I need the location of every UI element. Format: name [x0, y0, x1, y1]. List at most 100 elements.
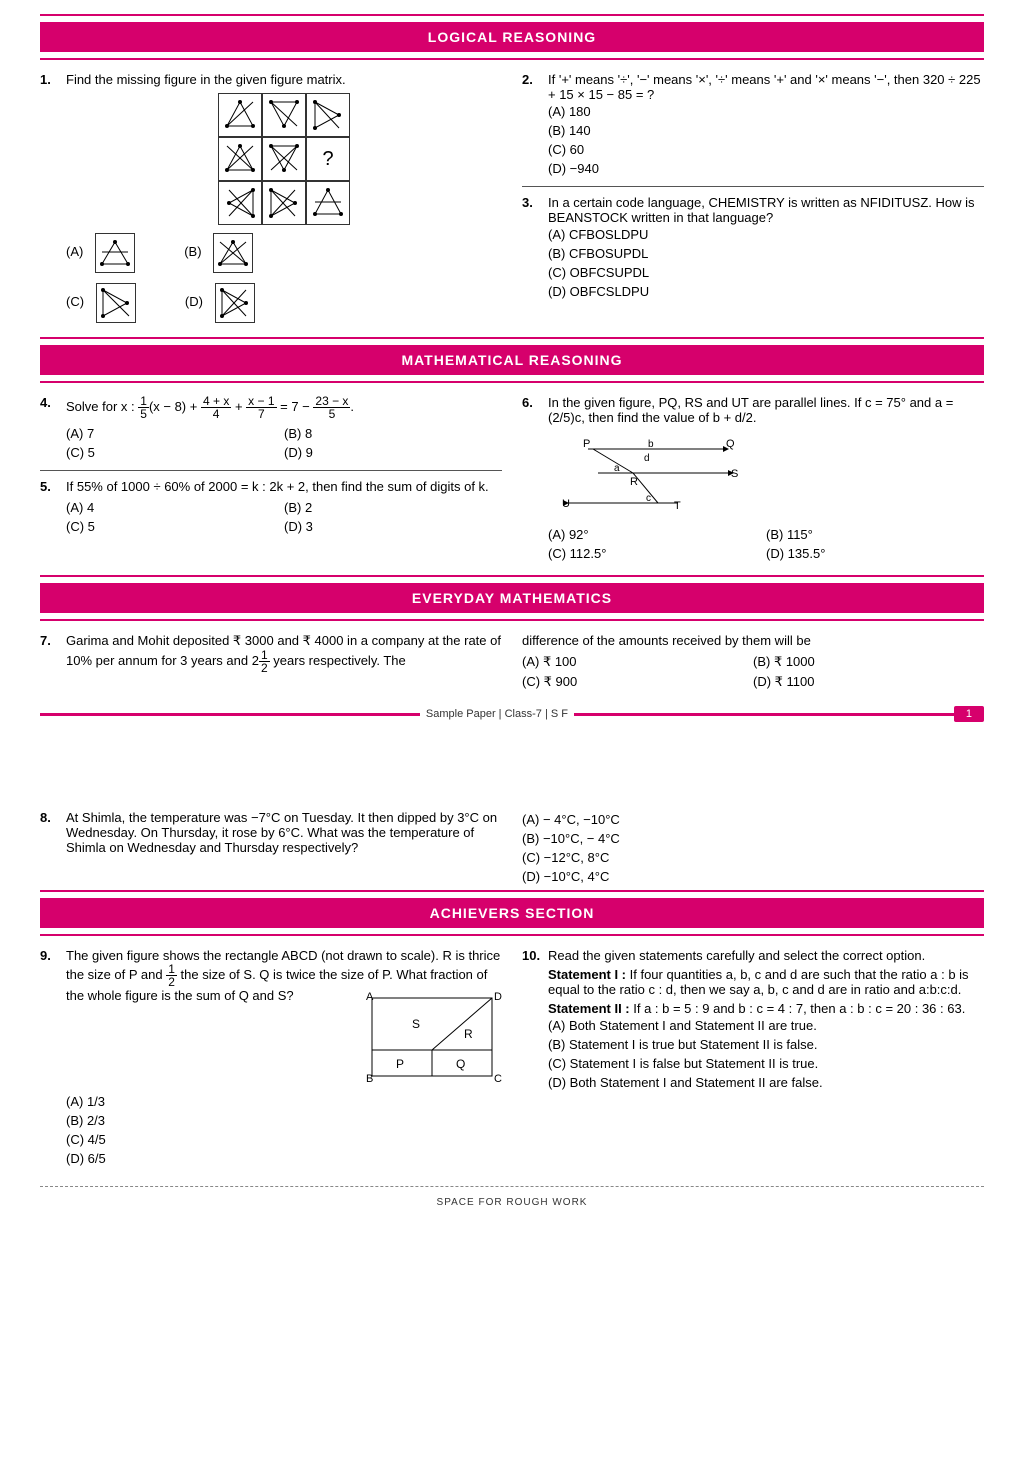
q4-num: 4.: [40, 395, 66, 462]
q4-a: (A) 7: [66, 424, 284, 443]
q1-matrix: ?: [218, 93, 350, 225]
q7-b: (B) ₹ 1000: [753, 652, 984, 672]
q5-text: If 55% of 1000 ÷ 60% of 2000 = k : 2k + …: [66, 479, 502, 494]
q2-num: 2.: [522, 72, 548, 178]
question-9: 9. The given figure shows the rectangle …: [40, 948, 502, 1168]
q2-d: (D) −940: [548, 159, 984, 178]
q10-s2-label: Statement II :: [548, 1001, 630, 1016]
svg-text:S: S: [412, 1017, 420, 1031]
question-6: 6. In the given figure, PQ, RS and UT ar…: [522, 395, 984, 563]
svg-text:R: R: [464, 1027, 473, 1041]
svg-text:U: U: [562, 498, 570, 510]
svg-text:c: c: [646, 493, 651, 504]
q2-b: (B) 140: [548, 121, 984, 140]
svg-text:A: A: [366, 991, 374, 1003]
q10-d: (D) Both Statement I and Statement II ar…: [548, 1073, 984, 1092]
svg-text:P: P: [583, 438, 590, 450]
q9-d: (D) 6/5: [66, 1149, 502, 1168]
svg-text:Q: Q: [726, 438, 735, 450]
question-4: 4. Solve for x : 15(x − 8) + 4 + x4 + x …: [40, 395, 502, 462]
q3-b: (B) CFBOSUPDL: [548, 244, 984, 263]
q10-s2: If a : b = 5 : 9 and b : c = 4 : 7, then…: [630, 1001, 966, 1016]
q4-text: Solve for x : 15(x − 8) + 4 + x4 + x − 1…: [66, 395, 502, 420]
q5-num: 5.: [40, 479, 66, 536]
question-3: 3. In a certain code language, CHEMISTRY…: [522, 195, 984, 301]
svg-text:a: a: [614, 463, 620, 474]
q4-c: (C) 5: [66, 443, 284, 462]
footer-text: Sample Paper | Class-7 | S F: [420, 708, 574, 720]
q9-c: (C) 4/5: [66, 1130, 502, 1149]
svg-text:Q: Q: [456, 1057, 465, 1071]
section-logical: LOGICAL REASONING: [40, 22, 984, 52]
svg-text:b: b: [648, 439, 654, 450]
q7-num: 7.: [40, 633, 66, 674]
q10-c: (C) Statement I is false but Statement I…: [548, 1054, 984, 1073]
svg-text:S: S: [731, 468, 738, 480]
q7-c: (C) ₹ 900: [522, 672, 753, 692]
q4-b: (B) 8: [284, 424, 502, 443]
q3-num: 3.: [522, 195, 548, 301]
q1-num: 1.: [40, 72, 66, 325]
q7-text2: years respectively. The: [273, 653, 405, 668]
q8-a: (A) − 4°C, −10°C: [522, 810, 984, 829]
svg-text:B: B: [366, 1073, 373, 1085]
q1-optD-fig: [215, 283, 255, 323]
question-2: 2. If '+' means '÷', '−' means '×', '÷' …: [522, 72, 984, 178]
q6-figure: P Q R S U T a d b c: [548, 431, 984, 521]
q6-b: (B) 115°: [766, 525, 984, 544]
q1-optB: (B): [184, 244, 201, 259]
q6-num: 6.: [522, 395, 548, 563]
q1-optC: (C): [66, 294, 84, 309]
section-math: MATHEMATICAL REASONING: [40, 345, 984, 375]
q1-optB-fig: [213, 233, 253, 273]
q8-num: 8.: [40, 810, 66, 855]
q3-c: (C) OBFCSUPDL: [548, 263, 984, 282]
q3-text: In a certain code language, CHEMISTRY is…: [548, 195, 984, 225]
svg-text:P: P: [396, 1057, 404, 1071]
q9-num: 9.: [40, 948, 66, 1168]
svg-text:T: T: [674, 500, 681, 512]
q4-d: (D) 9: [284, 443, 502, 462]
q3-a: (A) CFBOSLDPU: [548, 225, 984, 244]
section-everyday: EVERYDAY MATHEMATICS: [40, 583, 984, 613]
q9-figure: A D B C S R P Q: [352, 988, 502, 1088]
svg-text:D: D: [494, 991, 502, 1003]
page-footer: Sample Paper | Class-7 | S F 1: [40, 706, 984, 722]
q8-text: At Shimla, the temperature was −7°C on T…: [66, 810, 502, 855]
q8-c: (C) −12°C, 8°C: [522, 848, 984, 867]
question-7: 7. Garima and Mohit deposited ₹ 3000 and…: [40, 633, 502, 674]
section-achievers: ACHIEVERS SECTION: [40, 898, 984, 928]
q7-a: (A) ₹ 100: [522, 652, 753, 672]
q6-a: (A) 92°: [548, 525, 766, 544]
q5-d: (D) 3: [284, 517, 502, 536]
q8-d: (D) −10°C, 4°C: [522, 867, 984, 886]
q3-d: (D) OBFCSLDPU: [548, 282, 984, 301]
q10-a: (A) Both Statement I and Statement II ar…: [548, 1016, 984, 1035]
q9-b: (B) 2/3: [66, 1111, 502, 1130]
q1-optA-fig: [95, 233, 135, 273]
q1-missing-cell: ?: [306, 137, 350, 181]
q1-optD: (D): [185, 294, 203, 309]
q6-c: (C) 112.5°: [548, 544, 766, 563]
question-10: 10. Read the given statements carefully …: [522, 948, 984, 1092]
q10-num: 10.: [522, 948, 548, 1092]
svg-text:d: d: [644, 453, 650, 464]
question-8: 8. At Shimla, the temperature was −7°C o…: [40, 810, 502, 855]
q2-c: (C) 60: [548, 140, 984, 159]
footer-page: 1: [954, 706, 984, 722]
q2-text: If '+' means '÷', '−' means '×', '÷' mea…: [548, 72, 984, 102]
q1-text: Find the missing figure in the given fig…: [66, 72, 502, 87]
q10-s1-label: Statement I :: [548, 967, 626, 982]
q7-d: (D) ₹ 1100: [753, 672, 984, 692]
q9-a: (A) 1/3: [66, 1092, 502, 1111]
q5-c: (C) 5: [66, 517, 284, 536]
q2-a: (A) 180: [548, 102, 984, 121]
q5-a: (A) 4: [66, 498, 284, 517]
q1-optC-fig: [96, 283, 136, 323]
svg-text:R: R: [630, 476, 638, 488]
q10-b: (B) Statement I is true but Statement II…: [548, 1035, 984, 1054]
question-1: 1. Find the missing figure in the given …: [40, 72, 502, 325]
q8-b: (B) −10°C, − 4°C: [522, 829, 984, 848]
q10-text: Read the given statements carefully and …: [548, 948, 984, 963]
rough-work-label: SPACE FOR ROUGH WORK: [40, 1197, 984, 1208]
